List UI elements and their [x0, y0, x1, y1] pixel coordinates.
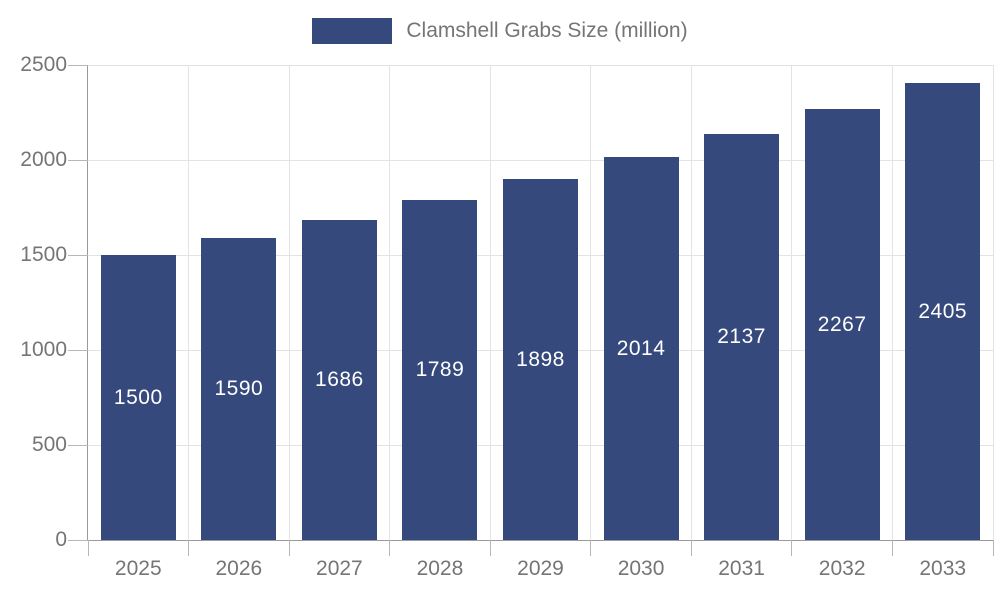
y-axis-tick [68, 539, 88, 541]
bar-value-label: 1590 [214, 376, 264, 400]
gridline-vertical [791, 65, 793, 540]
bar-value-label: 1898 [516, 347, 565, 371]
x-axis-label: 2030 [617, 557, 665, 580]
x-axis-tick [690, 540, 692, 556]
y-axis-tick [68, 159, 88, 161]
bar[interactable]: 2014 [603, 157, 679, 540]
y-axis-line [87, 65, 88, 540]
x-axis-label: 2031 [718, 557, 765, 580]
bar[interactable]: 2137 [704, 133, 780, 540]
gridline-vertical [690, 65, 692, 540]
bar[interactable]: 2405 [905, 83, 981, 540]
bar[interactable]: 2267 [804, 109, 880, 540]
y-axis-tick-label: 0 [55, 528, 67, 551]
bar-value-label: 2137 [717, 324, 766, 348]
x-axis-tick [992, 540, 994, 556]
x-axis-tick [188, 540, 190, 556]
x-axis-label: 2025 [114, 557, 162, 580]
x-axis-tick [87, 540, 89, 556]
bar-value-label: 2405 [918, 299, 968, 323]
x-axis-tick [590, 540, 592, 556]
x-axis-line [87, 540, 994, 541]
gridline-vertical [590, 65, 592, 540]
bar[interactable]: 1590 [201, 237, 277, 540]
y-axis-tick [68, 64, 88, 66]
y-axis-tick-label: 2500 [20, 53, 67, 76]
y-axis-tick [68, 254, 88, 256]
gridline-vertical [389, 65, 391, 540]
x-axis-tick [288, 540, 290, 556]
bar[interactable]: 1500 [100, 255, 176, 540]
y-axis-tick-label: 1500 [20, 243, 67, 266]
x-axis-tick [389, 540, 391, 556]
y-axis-tick [68, 349, 88, 351]
y-axis-tick-label: 500 [31, 433, 67, 456]
bar[interactable]: 1686 [301, 219, 377, 540]
x-axis-tick [489, 540, 491, 556]
bar-value-label: 2014 [616, 336, 666, 360]
gridline-vertical [188, 65, 190, 540]
gridline-horizontal [88, 64, 993, 66]
x-axis-label: 2026 [215, 557, 263, 580]
x-axis-tick [891, 540, 893, 556]
gridline-vertical [992, 65, 994, 540]
y-axis-tick-label: 2000 [20, 148, 67, 171]
legend-marker [312, 18, 393, 44]
y-axis-tick [68, 444, 88, 446]
x-axis-tick [791, 540, 793, 556]
bar-value-label: 1789 [415, 358, 465, 382]
gridline-horizontal [88, 159, 993, 161]
x-axis-label: 2029 [517, 557, 564, 580]
x-axis-label: 2028 [416, 557, 464, 580]
bar-value-label: 2267 [817, 312, 867, 336]
bar-value-label: 1500 [113, 385, 163, 409]
x-axis-label: 2033 [919, 557, 967, 580]
plot-area: 0 500 1000 1500 2000 2500 2025 2026 2027 2028 2029… [20, 53, 994, 580]
legend-item[interactable]: Clamshell Grabs Size (million) [0, 16, 1000, 46]
bar[interactable]: 1789 [402, 200, 478, 540]
legend-label: Clamshell Grabs Size (million) [406, 19, 688, 42]
x-axis-label: 2027 [316, 557, 363, 580]
gridline-vertical [489, 65, 491, 540]
gridline-vertical [891, 65, 893, 540]
x-axis-label: 2032 [818, 557, 866, 580]
bar-value-label: 1686 [315, 367, 364, 391]
y-axis-tick-label: 1000 [20, 338, 67, 361]
gridline-vertical [288, 65, 290, 540]
bar[interactable]: 1898 [503, 179, 578, 540]
